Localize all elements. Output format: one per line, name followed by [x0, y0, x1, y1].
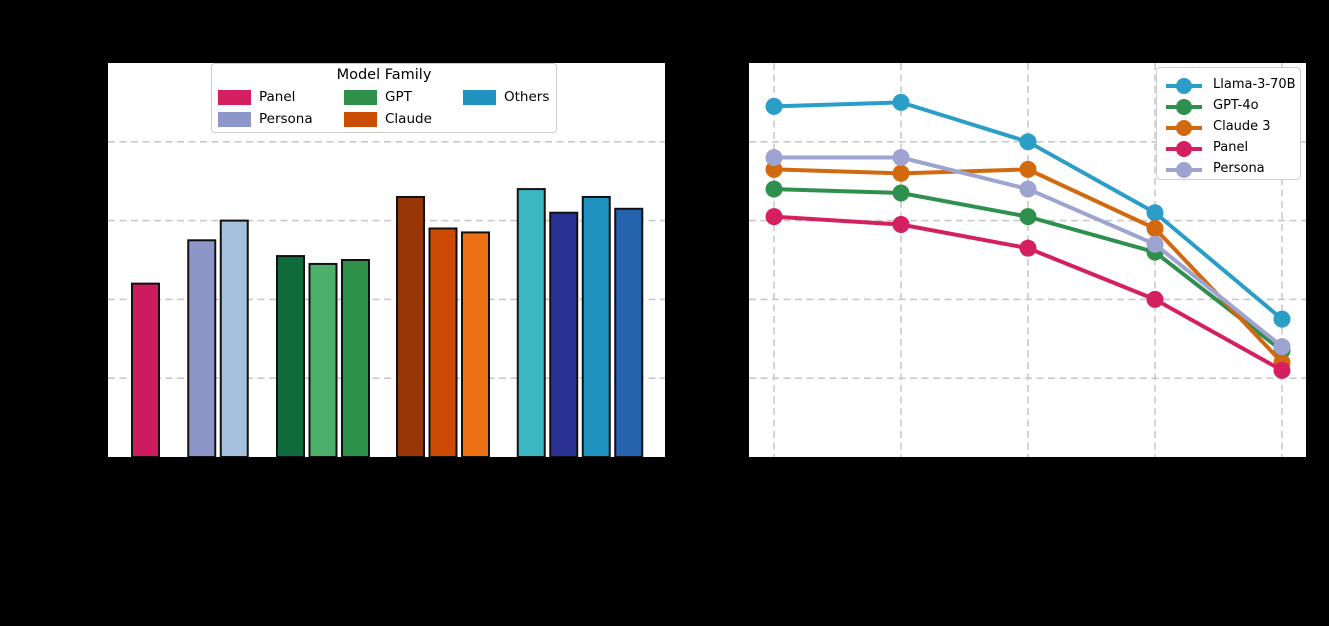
- bar-claude-0: [396, 195, 425, 457]
- bar-others-1: [549, 211, 579, 457]
- marker-persona-2: [892, 149, 910, 167]
- legend-label-persona: Persona: [259, 111, 313, 127]
- legend-label-gpt-4o: GPT-4o: [1213, 98, 1259, 113]
- legend-swatch-claude: [344, 112, 377, 127]
- marker-gpt-4o-1: [765, 180, 783, 198]
- marker-claude-3-2: [892, 164, 910, 182]
- legend-row-llama-3-70b: Llama-3-70B: [1157, 75, 1300, 96]
- legend-label-others: Others: [504, 89, 550, 105]
- bar-claude-1: [428, 227, 458, 457]
- bar-gpt-1: [308, 262, 338, 457]
- legend-row-persona: Persona: [1157, 159, 1300, 180]
- legend-marker-llama-3-70b: [1176, 77, 1192, 94]
- legend-label-persona: Persona: [1213, 161, 1265, 176]
- marker-claude-3-1: [765, 160, 783, 178]
- marker-persona-1: [765, 149, 783, 167]
- line-chart-legend: Llama-3-70B GPT-4o Claude 3 Panel Persona: [1156, 67, 1301, 180]
- marker-panel-3: [1019, 239, 1037, 257]
- legend-row-panel: Panel: [1157, 138, 1300, 159]
- bar-persona-0: [187, 239, 217, 457]
- marker-gpt-4o-2: [892, 184, 910, 202]
- bar-persona-1: [219, 219, 249, 457]
- marker-claude-3-4: [1146, 219, 1164, 237]
- marker-persona-4: [1146, 235, 1164, 253]
- bar-gpt-0: [276, 255, 305, 457]
- marker-claude-3-3: [1019, 160, 1037, 178]
- line-chart-plot: Llama-3-70B GPT-4o Claude 3 Panel Persona: [749, 63, 1306, 457]
- marker-persona-3: [1019, 180, 1037, 198]
- marker-panel-5: [1273, 361, 1291, 379]
- bar-chart-plot: Model Family Panel Persona GPT Claude Others: [108, 63, 665, 457]
- legend-label-claude-3: Claude 3: [1213, 119, 1271, 134]
- bar-others-3: [614, 207, 644, 457]
- legend-label-panel: Panel: [259, 89, 296, 105]
- legend-title: Model Family: [336, 67, 432, 83]
- legend-marker-panel: [1176, 140, 1192, 157]
- legend-label-llama-3-70b: Llama-3-70B: [1213, 77, 1296, 92]
- bar-chart-legend: Model Family Panel Persona GPT Claude Others: [211, 63, 557, 133]
- legend-swatch-gpt: [344, 90, 377, 105]
- legend-swatch-panel: [218, 90, 251, 105]
- legend-marker-gpt-4o: [1176, 98, 1192, 115]
- marker-llama-3-70b-3: [1019, 133, 1037, 151]
- legend-marker-claude-3: [1176, 119, 1192, 136]
- marker-gpt-4o-3: [1019, 208, 1037, 226]
- legend-row-claude-3: Claude 3: [1157, 117, 1300, 138]
- bar-claude-2: [461, 231, 490, 457]
- marker-panel-4: [1146, 290, 1164, 308]
- legend-swatch-persona: [218, 112, 251, 127]
- legend-label-gpt: GPT: [385, 89, 412, 105]
- legend-row-gpt-4o: GPT-4o: [1157, 96, 1300, 117]
- legend-label-claude: Claude: [385, 111, 432, 127]
- legend-swatch-others: [463, 90, 496, 105]
- legend-marker-persona: [1176, 161, 1192, 178]
- bar-panel-0: [131, 282, 160, 457]
- marker-persona-5: [1273, 338, 1291, 356]
- bar-gpt-2: [341, 259, 370, 457]
- bar-chart-svg: [108, 141, 665, 457]
- marker-panel-1: [765, 208, 783, 226]
- bar-others-2: [581, 195, 611, 457]
- line-chart-svg: [749, 63, 1306, 457]
- legend-label-panel: Panel: [1213, 140, 1249, 155]
- marker-llama-3-70b-1: [765, 97, 783, 115]
- bar-others-0: [516, 188, 546, 457]
- marker-llama-3-70b-5: [1273, 310, 1291, 328]
- marker-llama-3-70b-2: [892, 93, 910, 111]
- marker-panel-2: [892, 216, 910, 234]
- marker-llama-3-70b-4: [1146, 204, 1164, 222]
